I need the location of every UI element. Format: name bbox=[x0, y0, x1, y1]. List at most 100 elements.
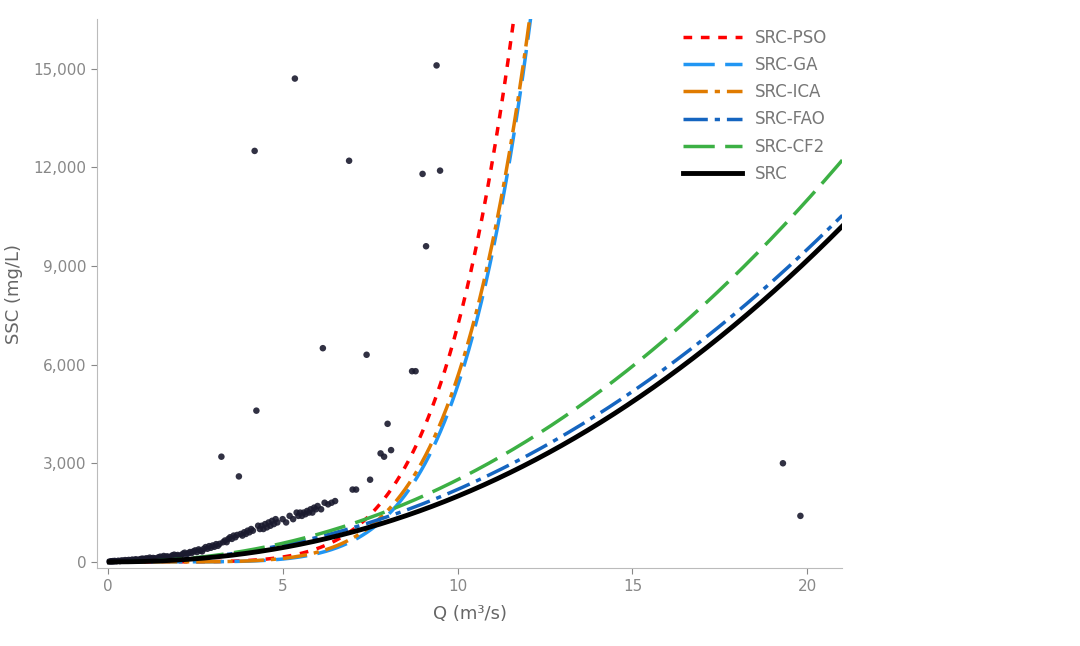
Point bbox=[326, 496, 343, 506]
Point bbox=[314, 343, 332, 353]
Point bbox=[119, 556, 136, 566]
Point bbox=[292, 507, 309, 517]
Point bbox=[241, 527, 258, 537]
Point bbox=[210, 541, 227, 551]
Point bbox=[159, 551, 176, 561]
Point bbox=[150, 552, 167, 563]
Point bbox=[105, 556, 122, 567]
X-axis label: Q (m³/s): Q (m³/s) bbox=[433, 605, 507, 623]
Point bbox=[219, 534, 237, 544]
Point bbox=[131, 554, 148, 565]
Point bbox=[274, 514, 292, 525]
Point bbox=[195, 543, 213, 554]
Point bbox=[160, 552, 177, 563]
Point bbox=[230, 471, 247, 481]
Point bbox=[173, 550, 190, 561]
Point bbox=[323, 497, 340, 508]
Point bbox=[294, 511, 311, 521]
Point bbox=[238, 529, 255, 539]
Point bbox=[117, 555, 134, 565]
Point bbox=[235, 527, 253, 537]
Point bbox=[281, 511, 298, 521]
Point bbox=[104, 556, 121, 567]
Point bbox=[362, 475, 379, 485]
Point bbox=[792, 511, 809, 521]
Point bbox=[178, 549, 195, 559]
Point bbox=[143, 554, 160, 564]
Point bbox=[199, 543, 216, 554]
Point bbox=[243, 524, 260, 534]
Point bbox=[252, 524, 269, 534]
Point bbox=[190, 544, 207, 554]
Point bbox=[224, 534, 241, 544]
Point bbox=[192, 546, 210, 556]
Point bbox=[125, 555, 143, 565]
Point bbox=[297, 509, 314, 519]
Point bbox=[284, 514, 301, 525]
Point bbox=[221, 532, 239, 543]
Point bbox=[171, 551, 188, 561]
Point bbox=[233, 530, 251, 541]
Point bbox=[244, 525, 261, 536]
Point bbox=[306, 503, 323, 513]
Point bbox=[289, 511, 307, 521]
Point bbox=[232, 529, 249, 539]
Point bbox=[207, 539, 225, 549]
Point bbox=[111, 556, 129, 567]
Point bbox=[428, 60, 445, 70]
Point bbox=[298, 506, 315, 516]
Point bbox=[267, 514, 284, 525]
Point bbox=[229, 530, 246, 540]
Point bbox=[151, 552, 168, 562]
Point bbox=[404, 366, 421, 377]
Point bbox=[157, 552, 174, 562]
Point bbox=[414, 169, 431, 179]
Point bbox=[261, 521, 279, 531]
Point bbox=[106, 556, 123, 566]
Point bbox=[215, 537, 232, 547]
Point bbox=[286, 74, 303, 84]
Point bbox=[148, 554, 165, 564]
Point bbox=[213, 452, 230, 462]
Point bbox=[120, 555, 137, 565]
Point bbox=[181, 547, 199, 557]
Point bbox=[134, 554, 151, 564]
Point bbox=[179, 548, 197, 559]
Point bbox=[253, 521, 270, 531]
Point bbox=[188, 547, 205, 557]
Point bbox=[145, 553, 162, 563]
Point bbox=[141, 552, 159, 563]
Point bbox=[348, 484, 365, 495]
Point bbox=[218, 537, 235, 547]
Point bbox=[136, 554, 153, 565]
Point bbox=[129, 555, 146, 565]
Point bbox=[206, 541, 224, 552]
Point bbox=[288, 507, 306, 517]
Point bbox=[185, 547, 202, 557]
Point bbox=[153, 552, 171, 563]
Point bbox=[295, 507, 312, 517]
Point bbox=[183, 548, 200, 558]
Point bbox=[372, 448, 389, 459]
Point bbox=[156, 551, 173, 561]
Point bbox=[312, 504, 329, 514]
Point bbox=[379, 419, 396, 429]
Point bbox=[114, 556, 132, 566]
Point bbox=[132, 554, 149, 564]
Point bbox=[376, 452, 393, 462]
Point bbox=[256, 519, 273, 529]
Point bbox=[193, 547, 211, 557]
Point bbox=[264, 516, 281, 526]
Point bbox=[204, 540, 221, 550]
Point bbox=[216, 536, 233, 546]
Point bbox=[225, 530, 242, 541]
Point bbox=[197, 542, 214, 552]
Point bbox=[176, 548, 193, 558]
Point bbox=[357, 349, 375, 360]
Point bbox=[316, 497, 334, 508]
Point bbox=[146, 553, 163, 563]
Point bbox=[106, 556, 123, 567]
Point bbox=[139, 554, 157, 564]
Point bbox=[258, 522, 275, 532]
Point bbox=[165, 550, 183, 560]
